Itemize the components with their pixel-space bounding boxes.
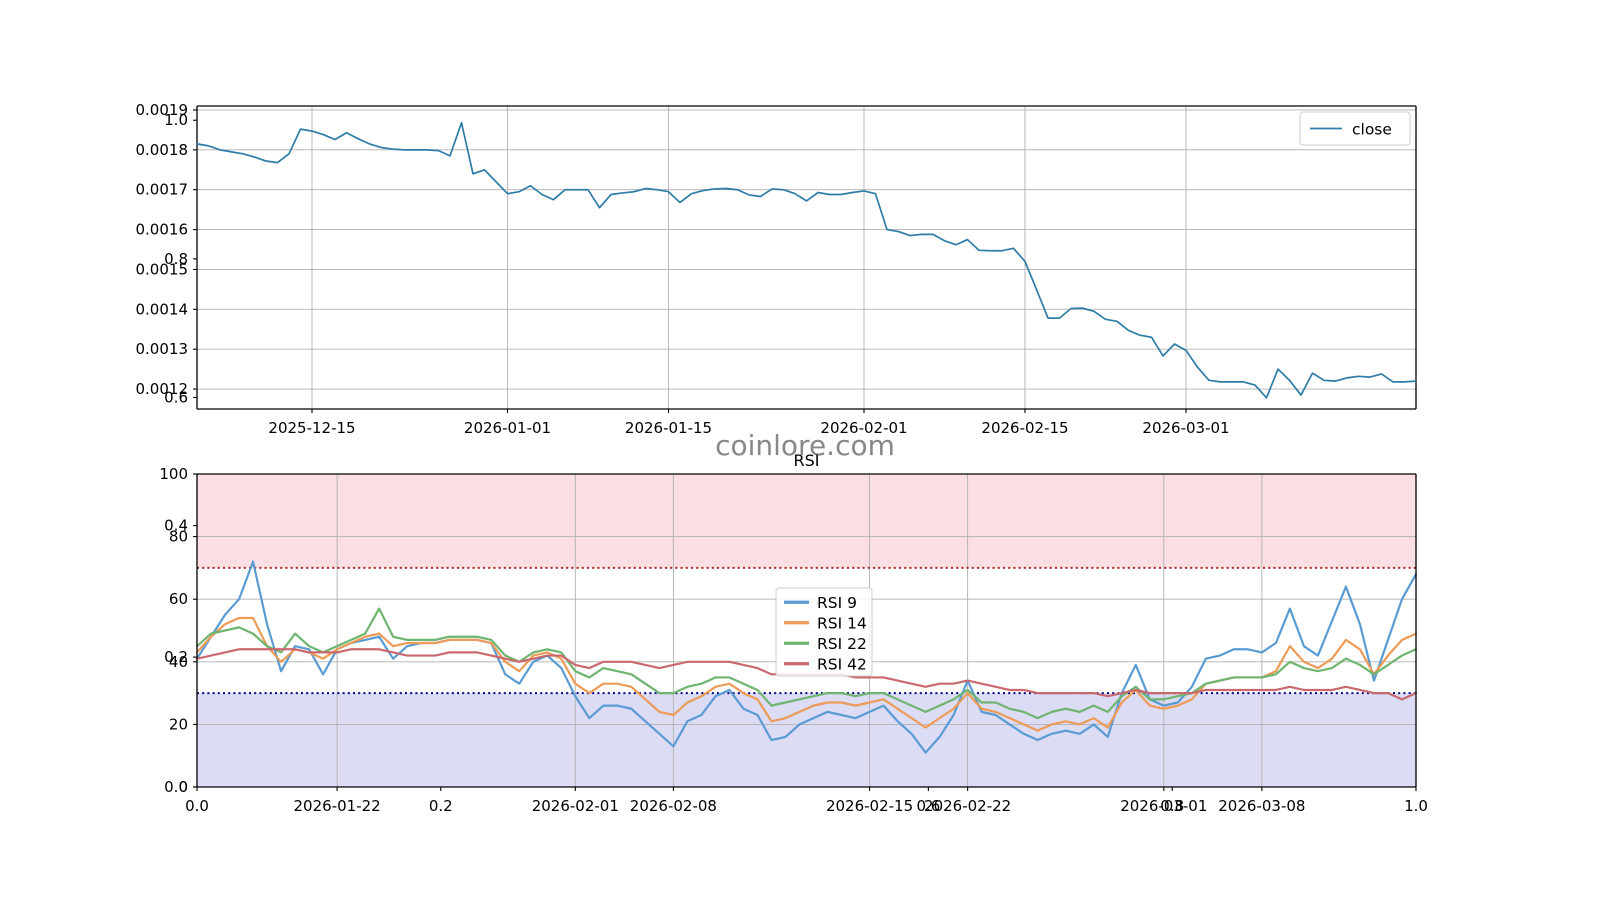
rsi-y-tick-label: 0 bbox=[178, 778, 188, 796]
rsi-y-tick-label: 40 bbox=[169, 653, 188, 671]
rsi-x-tick-label: 2026-03-08 bbox=[1218, 797, 1305, 815]
price-y-tick-label: 0.0016 bbox=[136, 221, 189, 239]
rsi-x-tick-label: 2026-02-15 bbox=[826, 797, 913, 815]
rsi-x-secondary-tick-label: 0.8 bbox=[1160, 797, 1184, 815]
price-y-secondary-tick-label: 1.0 bbox=[164, 111, 188, 129]
legend-label-rsi-22: RSI 22 bbox=[817, 635, 867, 653]
price-y-tick-label: 0.0017 bbox=[136, 181, 189, 199]
rsi-band-70-100 bbox=[197, 474, 1416, 568]
rsi-x-secondary-tick-label: 1.0 bbox=[1404, 797, 1428, 815]
legend-label-rsi-14: RSI 14 bbox=[817, 614, 867, 632]
price-y-tick-label: 0.0015 bbox=[136, 260, 189, 278]
price-y-tick-label: 0.0013 bbox=[136, 340, 189, 358]
rsi-x-secondary-tick-label: 0.0 bbox=[185, 797, 209, 815]
rsi-y-secondary-tick-label: 0.2 bbox=[164, 648, 188, 666]
rsi-y-tick-label: 100 bbox=[159, 465, 188, 483]
rsi-y-tick-label: 60 bbox=[169, 590, 188, 608]
rsi-x-tick-label: 2026-02-08 bbox=[630, 797, 717, 815]
coinlore-watermark: coinlore.com bbox=[715, 429, 895, 462]
price-y-tick-label: 0.0012 bbox=[136, 380, 189, 398]
price-x-tick-label: 2026-01-15 bbox=[625, 419, 712, 437]
price-panel: 0.0012 0.0013 0.0014 0.0015 0.0016 0.0017 0.00… bbox=[136, 101, 1417, 437]
price-x-tick-label: 2026-02-15 bbox=[981, 419, 1068, 437]
rsi-line-rsi-22 bbox=[195, 607, 1418, 720]
rsi-legend-box[interactable] bbox=[775, 587, 873, 677]
close-price-line bbox=[196, 121, 1417, 399]
price-y-secondary-tick-label: 0.8 bbox=[164, 250, 188, 268]
price-x-tick-label: 2026-03-01 bbox=[1142, 419, 1229, 437]
rsi-title: RSI bbox=[794, 451, 820, 470]
rsi-x-secondary-tick-label: 0.6 bbox=[916, 797, 940, 815]
price-x-tick-label: 2025-12-15 bbox=[268, 419, 355, 437]
price-y-tick-label: 0.0014 bbox=[136, 300, 189, 318]
price-legend-box[interactable] bbox=[1299, 111, 1411, 146]
price-y-tick-label: 0.0018 bbox=[136, 141, 189, 159]
legend-label-rsi-9: RSI 9 bbox=[817, 594, 857, 612]
rsi-y-secondary-tick-label: 0.0 bbox=[164, 778, 188, 796]
price-y-tick-label: 0.0019 bbox=[136, 101, 189, 119]
price-y-secondary-tick-label: 0.6 bbox=[164, 388, 188, 406]
rsi-y-tick-label: 20 bbox=[169, 715, 188, 733]
rsi-line-rsi-9 bbox=[195, 560, 1418, 754]
legend-label-rsi-42: RSI 42 bbox=[817, 655, 867, 673]
price-plot-area bbox=[197, 106, 1416, 409]
rsi-y-secondary-tick-label: 0.4 bbox=[164, 517, 188, 535]
rsi-y-tick-label: 80 bbox=[169, 528, 188, 546]
rsi-x-secondary-tick-label: 0.2 bbox=[429, 797, 453, 815]
price-x-tick-label: 2026-02-01 bbox=[820, 419, 907, 437]
rsi-x-tick-label: 2026-01-22 bbox=[294, 797, 381, 815]
rsi-x-tick-label: 2026-02-01 bbox=[532, 797, 619, 815]
rsi-panel: 0 20 40 60 80 100 0.0 0.2 0.4 2026-01-22 2026-02-0… bbox=[159, 451, 1428, 815]
rsi-band-0-30 bbox=[197, 693, 1416, 787]
rsi-x-tick-label: 2026-03-01 bbox=[1120, 797, 1207, 815]
legend-label-close: close bbox=[1352, 121, 1392, 139]
price-x-tick-label: 2026-01-01 bbox=[464, 419, 551, 437]
rsi-x-tick-label: 2026-02-22 bbox=[924, 797, 1011, 815]
